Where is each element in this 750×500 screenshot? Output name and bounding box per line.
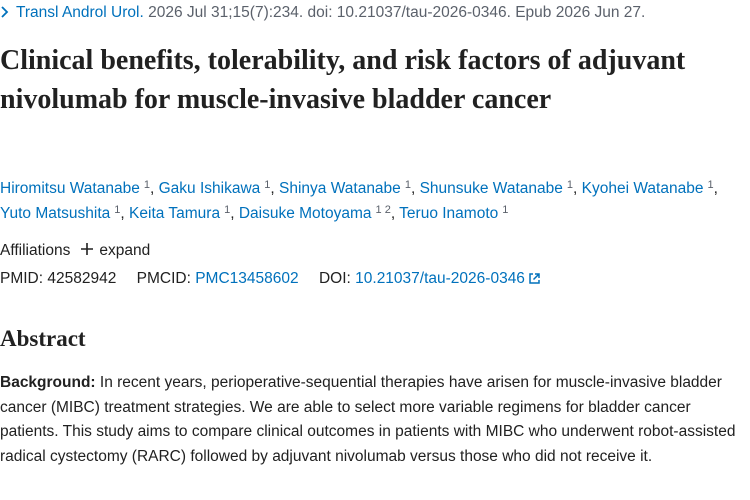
affiliation-ref[interactable]: 1 [502, 204, 509, 216]
chevron-icon [1, 6, 9, 18]
citation: Transl Androl Urol. 2026 Jul 31;15(7):23… [0, 4, 645, 22]
author-affiliations: 1 [405, 179, 411, 191]
author: Kyohei Watanabe 1, [581, 179, 718, 198]
author-name[interactable]: Hiromitsu Watanabe [0, 180, 140, 197]
author: Teruo Inamoto 1 [399, 204, 508, 223]
affiliation-ref[interactable]: 1 [707, 179, 714, 191]
affiliations: Affiliations expand [0, 242, 150, 260]
affiliation-ref[interactable]: 1 [143, 179, 150, 191]
author-name[interactable]: Kyohei Watanabe [581, 180, 704, 197]
author-affiliations: 1 [114, 204, 120, 216]
author-separator: , [713, 180, 718, 197]
article-title: Clinical benefits, tolerability, and ris… [0, 45, 686, 115]
author-separator: , [149, 180, 155, 197]
author-separator: , [390, 205, 396, 222]
author-list: Hiromitsu Watanabe 1, Gaku Ishikawa 1, Shi… [0, 176, 748, 226]
affiliation-ref[interactable]: 1 [375, 204, 382, 216]
author: Shinya Watanabe 1, [279, 179, 416, 198]
author-name[interactable]: Yuto Matsushita [0, 205, 111, 222]
author: Daisuke Motoyama 1 2, [238, 204, 396, 223]
author-affiliations: 1 [567, 179, 573, 191]
author-name[interactable]: Shinya Watanabe [279, 180, 401, 197]
author-affiliations: 1 [707, 179, 713, 191]
author-separator: , [120, 205, 125, 222]
author: Shunsuke Watanabe 1, [419, 179, 578, 198]
journal-link[interactable]: Transl Androl Urol. [16, 4, 144, 21]
affiliation-ref[interactable]: 1 [224, 204, 231, 216]
author: Gaku Ishikawa 1, [158, 179, 275, 198]
pmid: 42582942 [47, 270, 117, 287]
pmcid-label: PMCID: [136, 270, 191, 287]
author-name[interactable]: Teruo Inamoto [399, 205, 499, 222]
plus-icon [81, 243, 94, 255]
author-separator: , [230, 205, 235, 222]
doi-link[interactable]: 10.21037/tau-2026-0346 [355, 270, 541, 287]
citation-details: 2026 Jul 31;15(7):234. doi: 10.21037/tau… [148, 4, 646, 21]
author-affiliations: 1 [144, 179, 150, 191]
author-affiliations: 1 [224, 204, 230, 216]
author: Hiromitsu Watanabe 1, [0, 179, 155, 198]
author-name[interactable]: Daisuke Motoyama [238, 205, 372, 222]
pmid-label: PMID: [0, 270, 44, 287]
author-affiliations: 1 2 [376, 204, 391, 216]
background-text: In recent years, perioperative-sequentia… [0, 374, 736, 465]
external-link-icon [529, 273, 540, 284]
abstract-heading: Abstract [0, 326, 86, 351]
abstract-background: Background: In recent years, perioperati… [0, 371, 745, 469]
background-label: Background: [0, 374, 96, 391]
author-name[interactable]: Shunsuke Watanabe [419, 180, 563, 197]
doi-label: DOI: [318, 270, 351, 287]
expand-toggle[interactable]: expand [80, 242, 150, 259]
pmcid-link[interactable]: PMC13458602 [195, 270, 299, 287]
identifiers: PMID: 42582942 PMCID: PMC13458602 DOI: 1… [0, 270, 541, 288]
author: Keita Tamura 1, [129, 204, 235, 223]
affiliations-label: Affiliations [0, 242, 71, 259]
author-separator: , [270, 180, 275, 197]
doi-text: 10.21037/tau-2026-0346 [355, 270, 525, 287]
author-name[interactable]: Keita Tamura [129, 205, 221, 222]
author: Yuto Matsushita 1, [0, 204, 125, 223]
author-affiliations: 1 [264, 179, 270, 191]
expand-label: expand [99, 242, 151, 259]
affiliation-ref[interactable]: 1 [114, 204, 121, 216]
author-name[interactable]: Gaku Ishikawa [158, 180, 261, 197]
author-separator: , [410, 180, 416, 197]
author-affiliations: 1 [502, 204, 508, 216]
author-separator: , [573, 180, 578, 197]
affiliation-ref[interactable]: 1 [264, 179, 271, 191]
affiliation-ref[interactable]: 2 [384, 204, 391, 216]
affiliation-ref[interactable]: 1 [404, 179, 411, 191]
affiliation-ref[interactable]: 1 [566, 179, 574, 191]
